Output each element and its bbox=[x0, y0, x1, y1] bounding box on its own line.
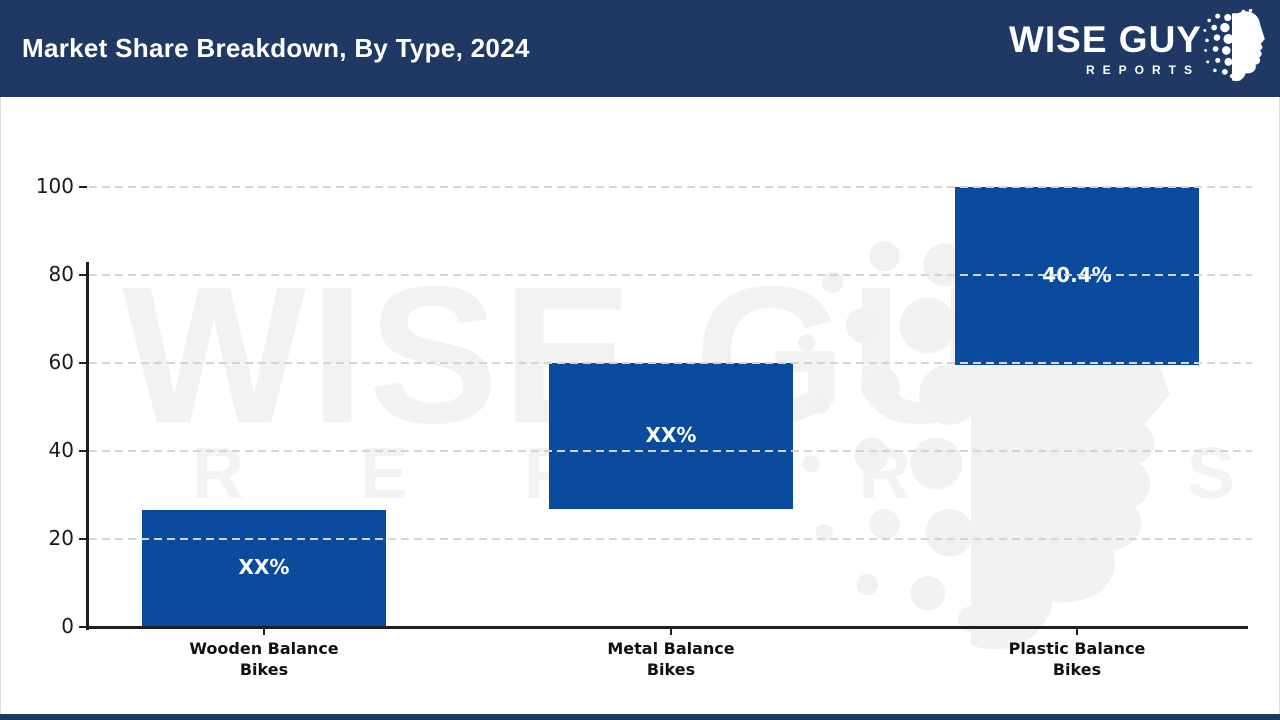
y-axis-spine bbox=[86, 262, 89, 630]
y-tick-label: 0 bbox=[61, 614, 74, 638]
y-tick-label: 20 bbox=[48, 526, 74, 550]
x-axis-spine bbox=[88, 626, 1248, 629]
y-tick-label: 40 bbox=[48, 438, 74, 462]
bar-value-label: XX% bbox=[238, 555, 290, 580]
y-tick-label: 80 bbox=[48, 262, 74, 286]
y-tick-mark bbox=[78, 450, 87, 452]
y-tick-mark bbox=[78, 274, 87, 276]
logo-wordmark: WISE GUY bbox=[1008, 19, 1202, 60]
bar-value-label: 40.4% bbox=[1042, 262, 1112, 287]
footer-strip bbox=[0, 714, 1280, 720]
bar-segment: XX% bbox=[549, 363, 793, 509]
y-tick-label: 60 bbox=[48, 350, 74, 374]
logo-face-icon bbox=[1196, 9, 1268, 89]
y-tick-mark bbox=[78, 626, 87, 628]
bar-value-label: XX% bbox=[645, 422, 697, 447]
category-label: Plastic Balance Bikes bbox=[1008, 639, 1146, 679]
x-tick-mark bbox=[670, 627, 672, 635]
bar-segment: XX% bbox=[142, 509, 386, 627]
y-tick-mark bbox=[78, 538, 87, 540]
y-tick-mark bbox=[78, 186, 87, 188]
page-title: Market Share Breakdown, By Type, 2024 bbox=[22, 33, 530, 63]
plot-area: XX% XX% 40.4% 0 20 40 60 80 100 Wooden Balance B… bbox=[36, 174, 1252, 679]
header-bar: Market Share Breakdown, By Type, 2024 WI… bbox=[0, 0, 1280, 97]
x-tick-mark bbox=[1076, 627, 1078, 635]
bars-layer: XX% XX% 40.4% bbox=[88, 187, 1248, 627]
brand-logo: WISE GUY REPORTS bbox=[1009, 6, 1268, 92]
category-label: Wooden Balance Bikes bbox=[189, 639, 339, 679]
x-tick-mark bbox=[263, 627, 265, 635]
logo-subtext: REPORTS bbox=[1085, 63, 1200, 77]
bar-segment: 40.4% bbox=[955, 187, 1199, 365]
y-tick-mark bbox=[78, 362, 87, 364]
y-tick-label: 100 bbox=[35, 174, 74, 198]
category-label: Metal Balance Bikes bbox=[607, 639, 735, 679]
